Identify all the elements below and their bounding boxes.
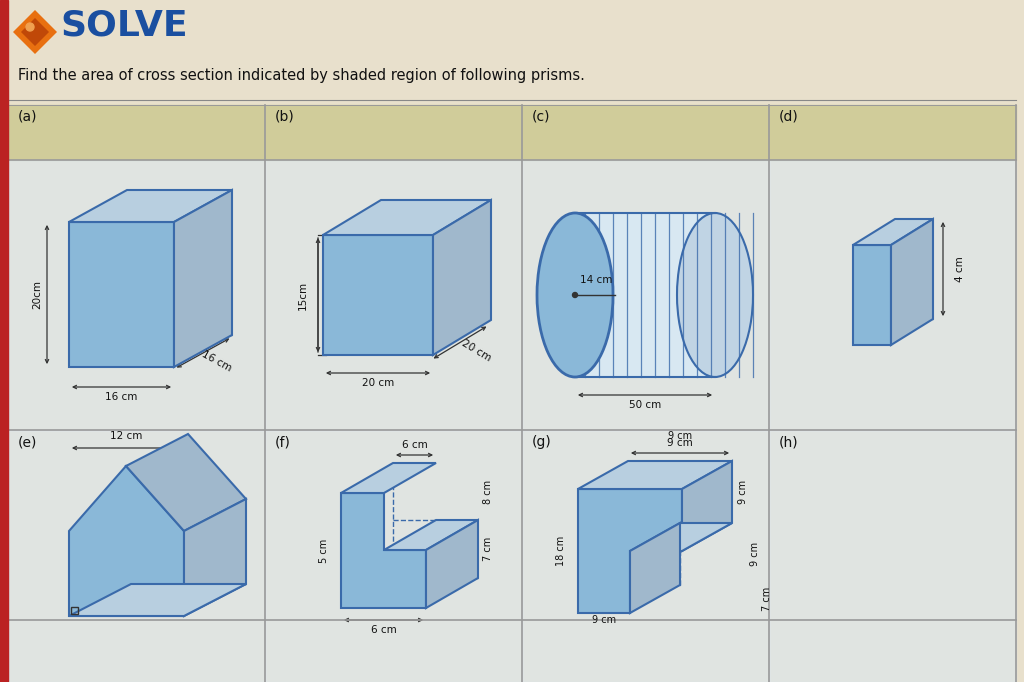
Text: 6 cm: 6 cm: [371, 625, 396, 635]
Polygon shape: [630, 523, 680, 613]
Text: 7 cm: 7 cm: [483, 537, 493, 561]
Text: 16 cm: 16 cm: [201, 349, 233, 373]
Text: 15cm: 15cm: [298, 280, 308, 310]
Polygon shape: [426, 520, 478, 608]
Bar: [0, 0, 8, 682]
Polygon shape: [13, 10, 57, 54]
Text: (e): (e): [18, 435, 37, 449]
Bar: [8, 105, 1016, 160]
Text: 4 cm: 4 cm: [955, 256, 965, 282]
Polygon shape: [126, 434, 246, 531]
Text: (h): (h): [779, 435, 799, 449]
Text: (c): (c): [532, 110, 551, 124]
Bar: [8, 160, 265, 430]
Text: Find the area of cross section indicated by shaded region of following prisms.: Find the area of cross section indicated…: [18, 68, 585, 83]
Bar: [265, 430, 522, 682]
Ellipse shape: [537, 213, 613, 377]
Text: 14 cm: 14 cm: [580, 275, 612, 285]
Polygon shape: [384, 520, 478, 550]
Polygon shape: [174, 190, 232, 367]
Polygon shape: [341, 463, 436, 493]
Bar: [522, 430, 769, 682]
Polygon shape: [630, 523, 732, 551]
Text: 18 cm: 18 cm: [556, 536, 566, 566]
Text: 5 cm: 5 cm: [319, 539, 329, 563]
Polygon shape: [184, 499, 246, 616]
Polygon shape: [682, 461, 732, 551]
Polygon shape: [69, 584, 246, 616]
Bar: [265, 160, 522, 430]
Text: (d): (d): [779, 110, 799, 124]
Bar: [8, 430, 265, 682]
Bar: [769, 430, 1016, 682]
Text: 7 cm: 7 cm: [762, 587, 772, 611]
Bar: [71, 607, 78, 614]
Polygon shape: [578, 461, 732, 489]
Polygon shape: [22, 18, 49, 46]
Text: 9 cm: 9 cm: [738, 480, 748, 504]
Polygon shape: [69, 190, 232, 222]
Text: 20 cm: 20 cm: [460, 338, 493, 363]
Text: 9 cm: 9 cm: [668, 431, 692, 441]
Text: (g): (g): [532, 435, 552, 449]
Polygon shape: [323, 200, 490, 235]
Text: SOLVE: SOLVE: [60, 8, 187, 42]
Text: (f): (f): [275, 435, 291, 449]
Text: 50 cm: 50 cm: [629, 400, 662, 410]
Circle shape: [572, 293, 578, 297]
Text: 16 cm: 16 cm: [105, 392, 137, 402]
Bar: [522, 160, 769, 430]
Ellipse shape: [677, 213, 753, 377]
Polygon shape: [323, 235, 433, 355]
Polygon shape: [853, 245, 891, 345]
Polygon shape: [891, 219, 933, 345]
Polygon shape: [341, 493, 426, 608]
Text: 9 cm: 9 cm: [667, 438, 693, 448]
Polygon shape: [69, 222, 174, 367]
Text: 9 cm: 9 cm: [592, 615, 616, 625]
Polygon shape: [575, 213, 715, 377]
Text: 20cm: 20cm: [32, 280, 42, 309]
Circle shape: [26, 23, 34, 31]
Text: 9 cm: 9 cm: [750, 542, 760, 566]
Text: (a): (a): [18, 110, 38, 124]
Text: (b): (b): [275, 110, 295, 124]
Polygon shape: [433, 200, 490, 355]
Polygon shape: [578, 489, 682, 613]
Text: 6 cm: 6 cm: [401, 440, 427, 450]
Text: 8 cm: 8 cm: [483, 480, 493, 504]
Polygon shape: [69, 466, 184, 616]
Text: 12 cm: 12 cm: [111, 431, 142, 441]
Bar: [769, 160, 1016, 430]
Text: 20 cm: 20 cm: [361, 378, 394, 388]
Polygon shape: [853, 219, 933, 245]
